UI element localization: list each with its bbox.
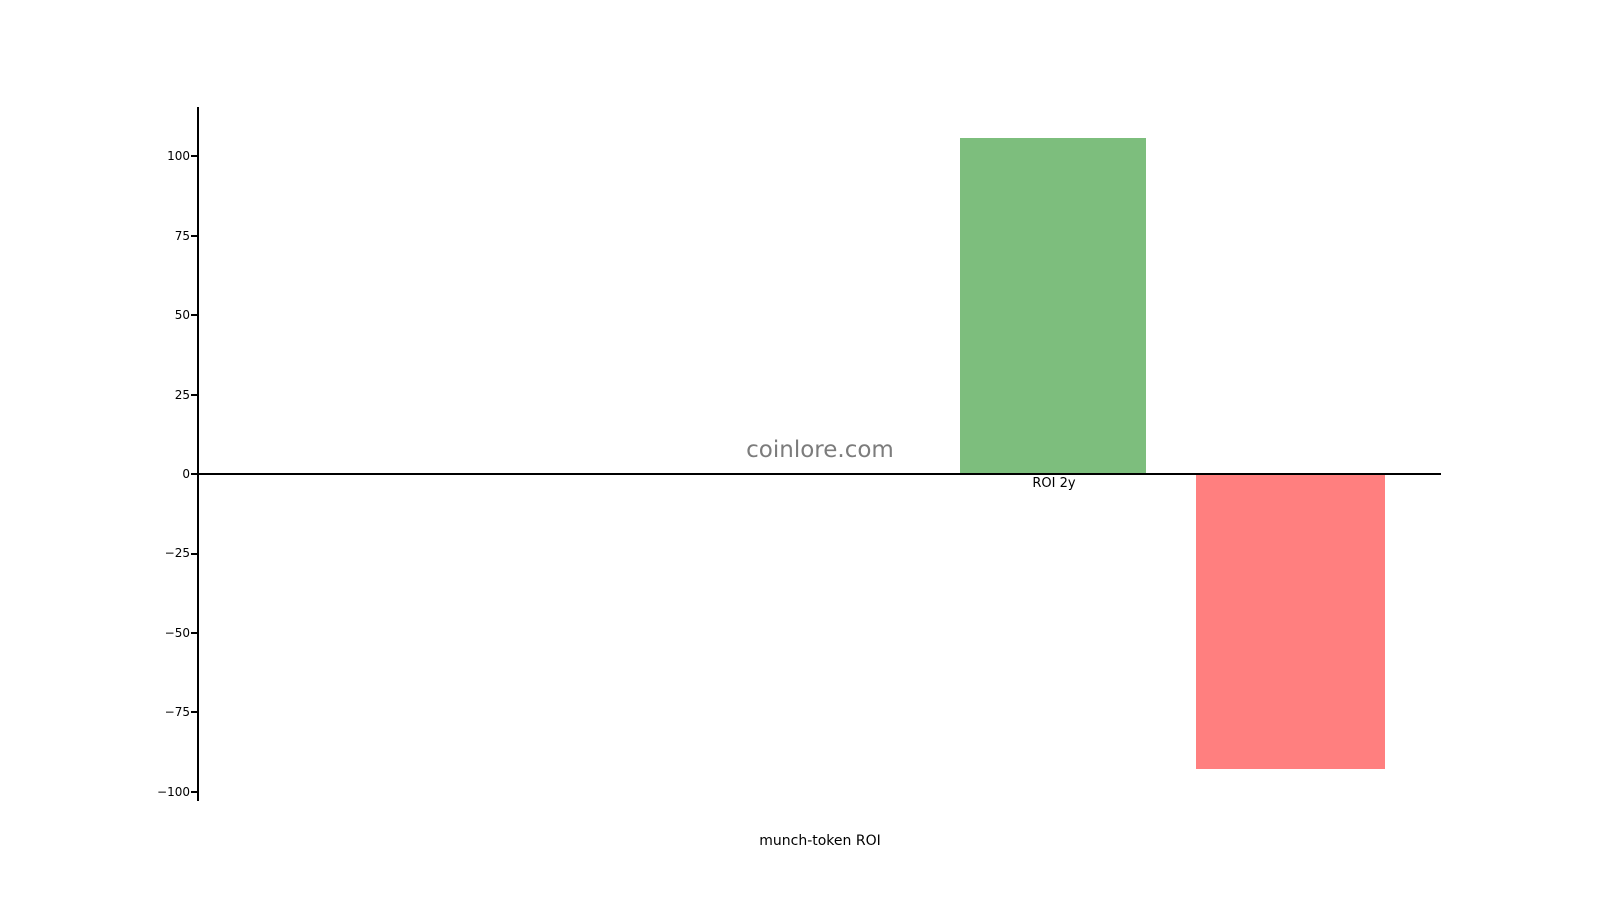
y-tick-label-n100: −100 (157, 785, 190, 799)
y-tick-label-100: 100 (167, 149, 190, 163)
y-tick-mark (191, 553, 197, 555)
y-tick-label-25: 25 (174, 388, 190, 402)
x-axis-zero-line (197, 473, 1441, 475)
y-tick-mark (191, 155, 197, 157)
y-tick-label-n50: −50 (164, 626, 190, 640)
watermark-text: coinlore.com (746, 437, 894, 463)
y-tick-mark (191, 791, 197, 793)
y-tick-label-0: 0 (182, 467, 190, 481)
y-tick-label-75: 75 (174, 229, 190, 243)
bar-roi-2y-positive (960, 138, 1146, 473)
y-axis-spine (197, 107, 199, 801)
y-tick-mark (191, 314, 197, 316)
y-tick-label-n25: −25 (164, 546, 190, 560)
x-tick-label-roi-2y: ROI 2y (1032, 476, 1076, 491)
y-tick-mark (191, 473, 197, 475)
y-tick-label-n75: −75 (164, 705, 190, 719)
y-tick-mark (191, 632, 197, 634)
bar-roi-negative (1196, 475, 1385, 769)
y-tick-mark (191, 394, 197, 396)
y-tick-label-50: 50 (174, 308, 190, 322)
x-axis-title: munch-token ROI (759, 833, 881, 849)
y-tick-mark (191, 711, 197, 713)
y-tick-mark (191, 235, 197, 237)
